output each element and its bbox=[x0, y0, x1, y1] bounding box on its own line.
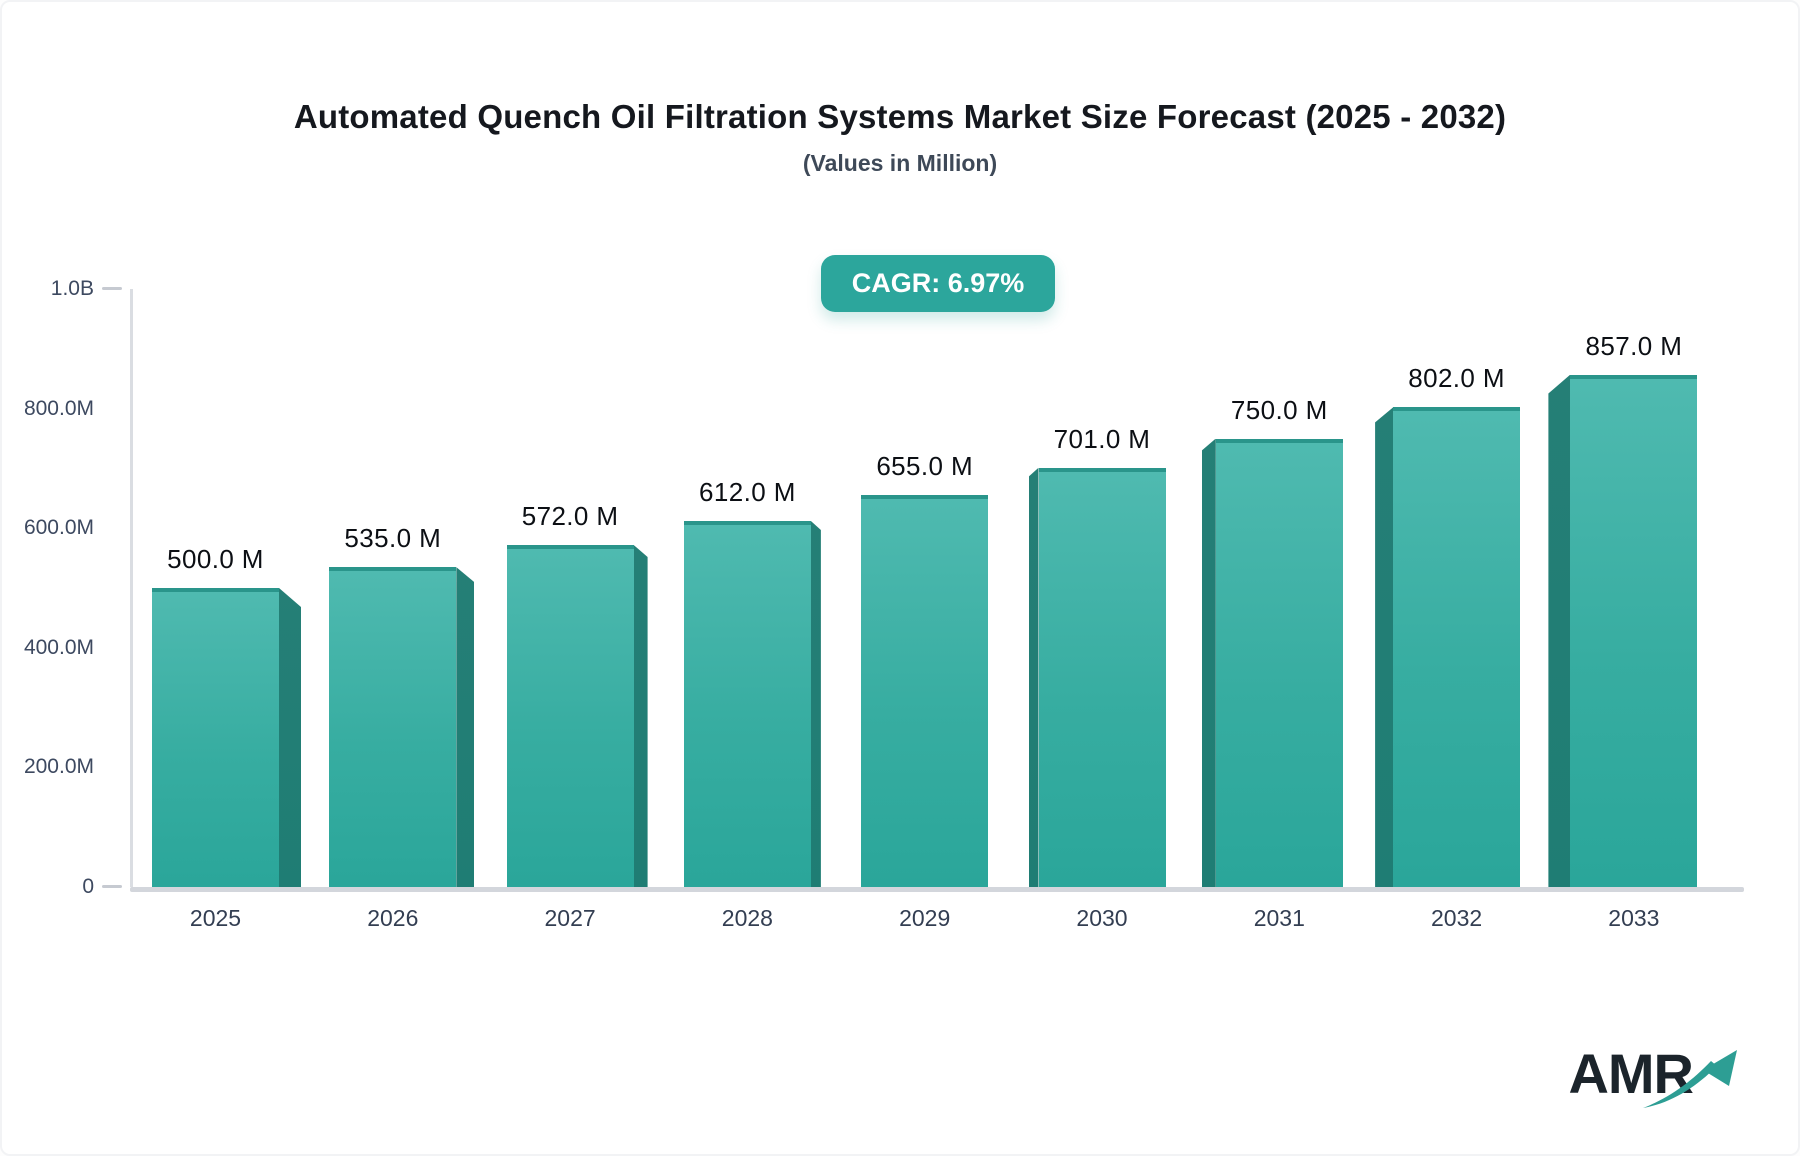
y-tick-label: 0 bbox=[82, 875, 94, 898]
bar-value-label: 572.0 M bbox=[521, 500, 619, 531]
y-tick-dash bbox=[102, 287, 122, 290]
amr-logo: AMR bbox=[1568, 1046, 1737, 1108]
x-tick-label: 2032 bbox=[1431, 905, 1483, 931]
bar-value-label: 612.0 M bbox=[699, 477, 796, 508]
x-tick-label: 2030 bbox=[1076, 905, 1128, 931]
x-tick-label: 2028 bbox=[721, 905, 773, 931]
y-tick-label: 600.0M bbox=[23, 516, 94, 540]
bar-value-label: 500.0 M bbox=[167, 544, 264, 574]
chart-subtitle: (Values in Million) bbox=[802, 150, 998, 176]
bar-face bbox=[861, 495, 989, 887]
bar-side-3d bbox=[1548, 374, 1571, 887]
bar-face bbox=[152, 588, 279, 887]
cagr-badge-row: CAGR: 6.97% bbox=[132, 255, 1744, 312]
x-tick-label: 2025 bbox=[189, 905, 242, 931]
amr-logo-text: AMR bbox=[1568, 1042, 1694, 1105]
bar-face bbox=[506, 544, 634, 887]
bar-face bbox=[1570, 374, 1698, 887]
bar-side-3d bbox=[1201, 438, 1216, 887]
bar-value-label: 701.0 M bbox=[1053, 423, 1151, 454]
y-tick-dash bbox=[102, 885, 122, 888]
x-axis-baseline bbox=[130, 887, 1744, 892]
bar-face bbox=[683, 521, 811, 887]
bar-value-label: 750.0 M bbox=[1230, 394, 1328, 425]
y-tick-label: 1.0B bbox=[50, 277, 94, 300]
x-tick-label: 2033 bbox=[1608, 905, 1660, 931]
bar-side-3d bbox=[1028, 467, 1039, 887]
x-tick-label: 2029 bbox=[899, 905, 951, 931]
bar-side-3d bbox=[810, 521, 821, 887]
bar-face bbox=[1215, 438, 1343, 887]
bar-side-3d bbox=[1375, 407, 1394, 887]
bar-value-label: 655.0 M bbox=[876, 451, 974, 482]
bar-face bbox=[329, 567, 457, 887]
y-tick-label: 200.0M bbox=[23, 755, 94, 779]
y-tick-label: 400.0M bbox=[23, 635, 94, 659]
chart-title: Automated Quench Oil Filtration Systems … bbox=[293, 98, 1507, 135]
x-tick-label: 2027 bbox=[544, 905, 596, 931]
x-tick-label: 2026 bbox=[367, 905, 419, 931]
bar-value-label: 535.0 M bbox=[344, 523, 442, 554]
bar-value-label: 857.0 M bbox=[1585, 330, 1683, 361]
bar-value-label: 802.0 M bbox=[1408, 363, 1505, 394]
bar-side-3d bbox=[456, 567, 475, 887]
bar-side-3d bbox=[279, 588, 301, 887]
y-axis-line bbox=[130, 289, 133, 887]
bar-face bbox=[1393, 407, 1521, 887]
growth-arrow-icon bbox=[1643, 1050, 1737, 1108]
y-tick-label: 800.0M bbox=[23, 396, 94, 420]
bar-face bbox=[1038, 467, 1166, 887]
x-tick-label: 2031 bbox=[1253, 905, 1305, 931]
cagr-badge: CAGR: 6.97% bbox=[820, 255, 1056, 312]
bar-side-3d bbox=[633, 544, 648, 887]
